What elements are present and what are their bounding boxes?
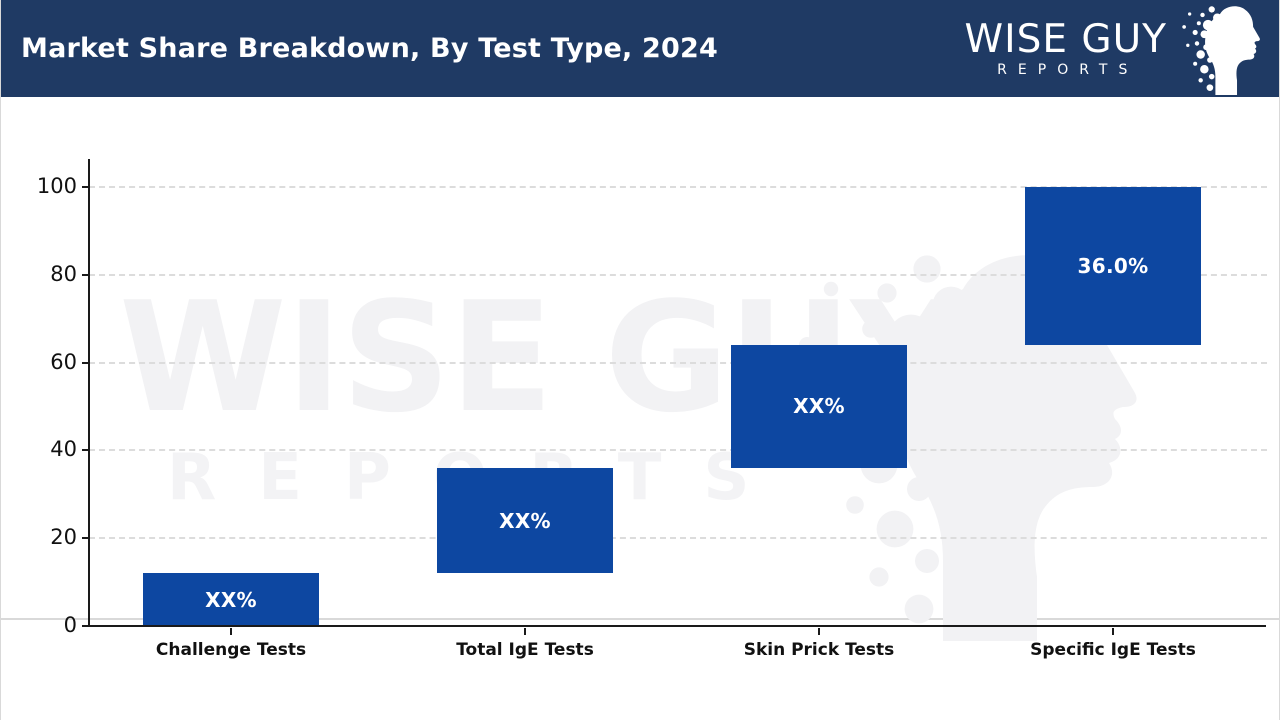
y-tick-0: [82, 625, 89, 627]
bar-3: 36.0%: [1025, 187, 1201, 346]
x-tick-3: [1112, 628, 1114, 635]
gridline-20: [89, 537, 1267, 540]
bottom-border-rule: [1, 618, 1279, 620]
y-tick-80: [82, 273, 89, 276]
x-tick-1: [524, 628, 526, 635]
category-label-1: Total IgE Tests: [456, 640, 594, 660]
logo-text-block: WISE GUY REPORTS: [965, 20, 1167, 77]
wise-guy-logo: WISE GUY REPORTS: [965, 3, 1279, 95]
category-label-0: Challenge Tests: [155, 640, 307, 660]
y-tick-100: [82, 186, 89, 188]
x-tick-0: [230, 628, 232, 635]
bar-value-label: XX%: [205, 587, 257, 612]
bar-value-label: XX%: [793, 394, 845, 419]
bar-2: XX%: [731, 345, 907, 468]
logo-reports-text: REPORTS: [997, 62, 1139, 78]
gridline-100: [89, 186, 1267, 188]
gridline-60: [89, 361, 1267, 364]
y-tick-label-20: 20: [50, 525, 77, 550]
bar-1: XX%: [437, 467, 613, 574]
x-tick-2: [818, 628, 820, 635]
y-tick-20: [82, 537, 89, 540]
bar-value-label: XX%: [499, 508, 551, 533]
y-axis-spine: [88, 159, 90, 627]
logo-wiseguy-text: WISE GUY: [964, 17, 1167, 62]
header-bar: Market Share Breakdown, By Test Type, 20…: [1, 0, 1279, 97]
y-tick-60: [82, 361, 89, 364]
y-tick-label-40: 40: [50, 437, 77, 462]
category-label-2: Skin Prick Tests: [743, 640, 895, 660]
bar-value-label: 36.0%: [1077, 254, 1149, 279]
y-tick-40: [82, 449, 89, 452]
y-tick-label-0: 0: [63, 613, 77, 637]
x-axis-spine: [88, 625, 1266, 627]
chart-title: Market Share Breakdown, By Test Type, 20…: [21, 33, 719, 64]
bar-0: XX%: [143, 573, 319, 626]
y-tick-label-100: 100: [36, 174, 77, 198]
y-tick-label-60: 60: [50, 349, 77, 374]
gridline-80: [89, 273, 1267, 276]
wise-guy-face-icon: [1182, 5, 1260, 95]
waterfall-chart: WISE GUY REPORTS 020406080100XX%Challeng…: [1, 97, 1279, 716]
category-label-3: Specific IgE Tests: [1030, 640, 1196, 660]
gridline-40: [89, 449, 1267, 452]
y-tick-label-80: 80: [50, 261, 77, 286]
